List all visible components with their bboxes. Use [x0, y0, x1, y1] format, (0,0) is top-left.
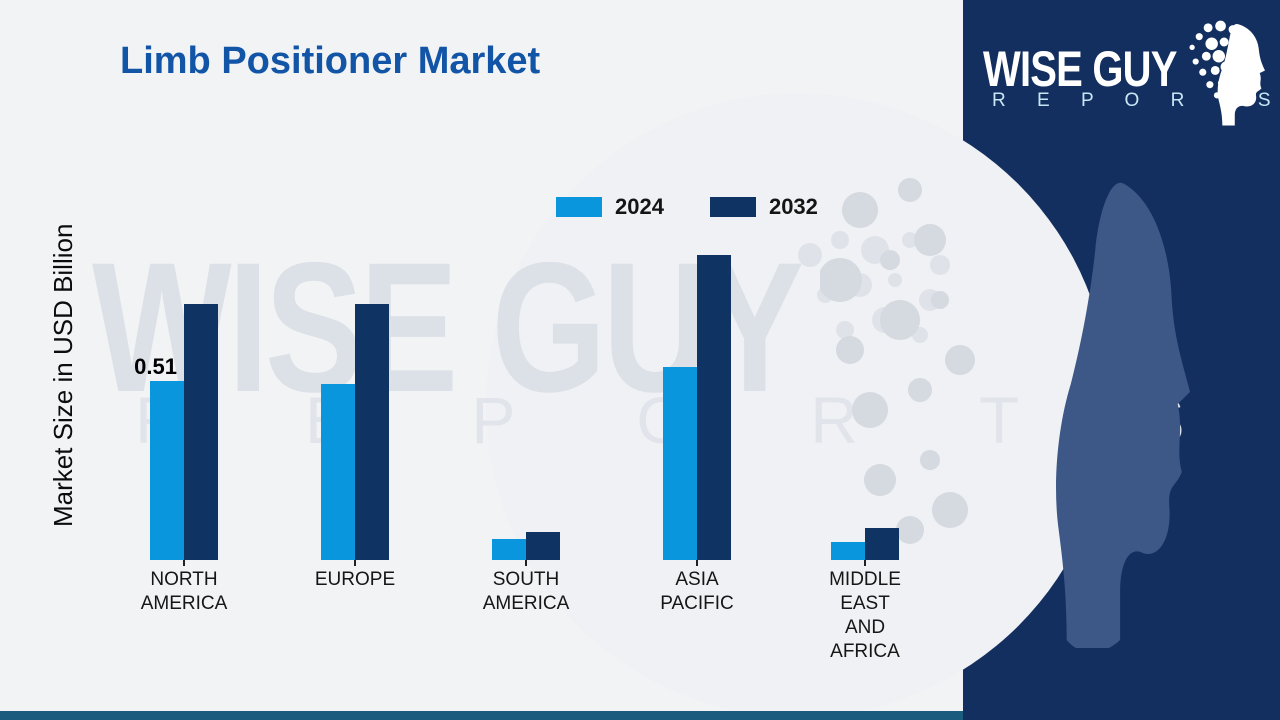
legend-label-2032: 2032 — [768, 194, 818, 219]
brand-reports-text: R E P O R T S — [992, 90, 1280, 111]
axis-tick-europe — [354, 560, 356, 566]
legend-label-2024: 2024 — [615, 194, 664, 219]
watermark-face-dots-icon — [820, 178, 975, 544]
axis-tick-south-america — [525, 560, 527, 566]
axis-tick-north-america — [183, 560, 185, 566]
legend-swatch-2024 — [556, 197, 602, 217]
chart-legend: 2024 2032 — [556, 194, 818, 220]
page-title: Limb Positioner Market — [120, 40, 541, 82]
footer-strip — [0, 711, 963, 720]
brand-face-icon — [1189, 20, 1265, 126]
y-axis-label: Market Size in USD Billion — [48, 223, 78, 527]
category-label-europe: EUROPE — [314, 569, 396, 590]
watermark-face-profile-icon — [1056, 182, 1190, 648]
watermark-reports-text: R E P O R T S — [135, 383, 1237, 457]
brand-wordmark: WISE GUY — [983, 41, 1177, 97]
category-label-north-america: NORTH AMERICA — [140, 569, 228, 614]
legend-swatch-2032 — [709, 197, 756, 217]
